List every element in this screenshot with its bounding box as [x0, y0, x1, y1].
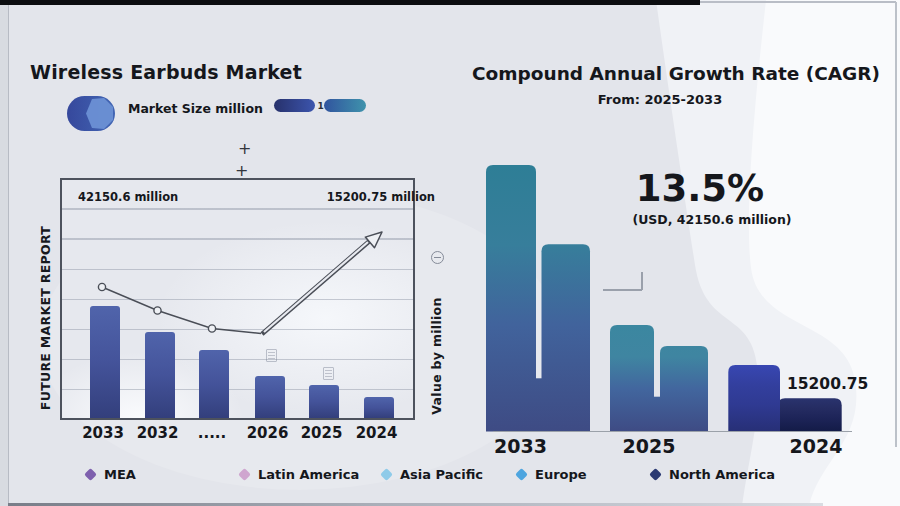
right-chart-bar	[728, 365, 780, 432]
legend-label: North America	[669, 467, 775, 482]
right-chart-bar	[610, 325, 654, 432]
legend-item: North America	[651, 467, 775, 482]
right-x-label: 2033	[476, 435, 566, 457]
legend-diamond-icon	[238, 468, 251, 481]
right-x-label: 2025	[604, 435, 694, 457]
legend-label: Europe	[535, 467, 587, 482]
legend-item: Europe	[517, 467, 587, 482]
right-chart-bar	[542, 244, 591, 431]
legend-diamond-icon	[649, 468, 662, 481]
right-chart-bar	[778, 398, 842, 431]
legend-label: MEA	[104, 467, 136, 482]
legend-item: MEA	[86, 467, 136, 482]
right-chart-bar-base	[536, 378, 543, 431]
legend-item: Latin America	[240, 467, 359, 482]
right-chart-axis	[493, 431, 852, 433]
right-x-label: 2024	[771, 435, 861, 457]
legend-diamond-icon	[515, 468, 528, 481]
legend-diamond-icon	[84, 468, 97, 481]
right-chart-bar	[486, 165, 536, 432]
legend-diamond-icon	[380, 468, 393, 481]
legend-item: Asia Pacific	[382, 467, 483, 482]
right-chart-bar-base	[654, 397, 661, 432]
market-infographic: Wireless Earbuds Market Market Size mill…	[0, 0, 900, 506]
legend-label: Latin America	[258, 467, 359, 482]
right-chart-bar	[660, 346, 708, 432]
value-callout: 15200.75	[787, 375, 868, 393]
legend-label: Asia Pacific	[400, 467, 483, 482]
